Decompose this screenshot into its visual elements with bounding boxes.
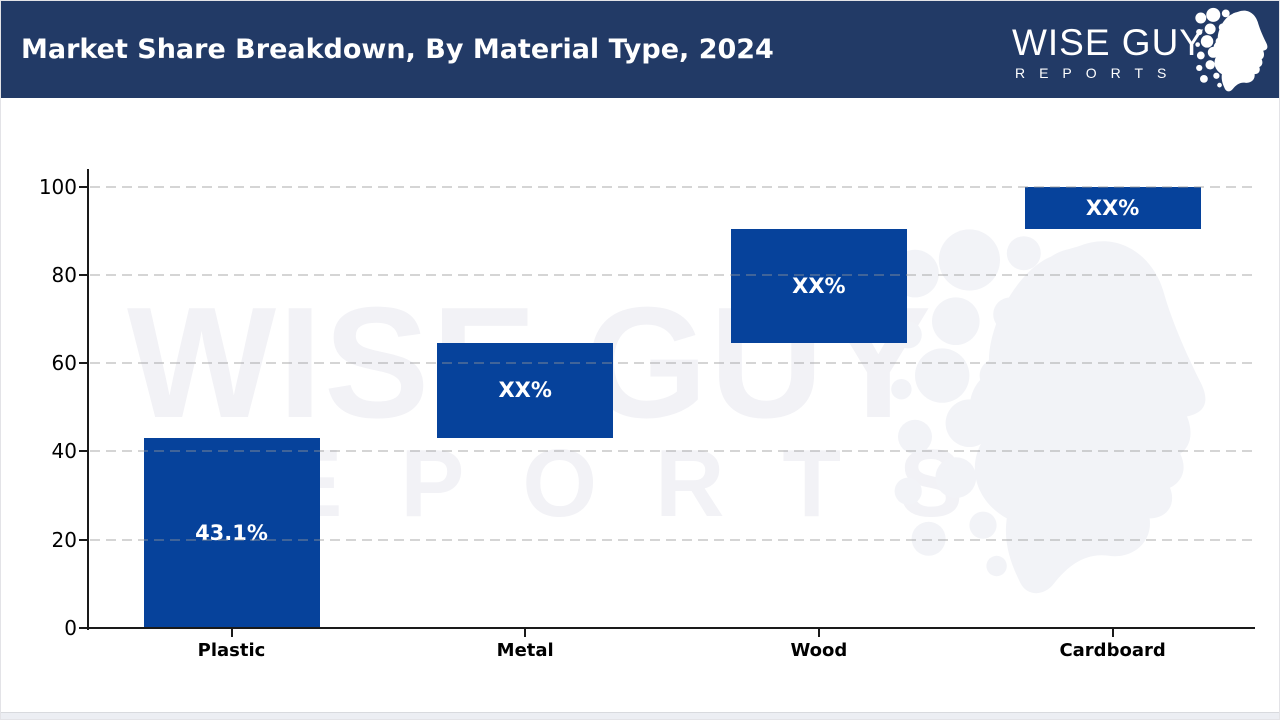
y-axis-tick-label: 20 [51,527,77,552]
chart-title: Market Share Breakdown, By Material Type… [21,34,774,65]
x-axis-category-label: Cardboard [1059,640,1166,661]
gridline-40 [90,450,1254,453]
bar-plastic: 43.1% [143,437,320,628]
y-axis-tick-label: 80 [51,262,77,287]
gridline-80 [90,273,1254,276]
bar-value-label: XX% [792,274,846,299]
x-axis-tick [817,629,820,637]
x-axis-line [87,627,1255,629]
footer-strip [1,712,1279,719]
y-axis-tick-label: 0 [64,616,77,640]
gridline-20 [90,538,1254,541]
x-axis-tick [1111,629,1114,637]
y-axis-tick [79,627,88,629]
y-axis-tick [79,273,88,276]
bar-cardboard: XX% [1024,186,1201,230]
x-axis-category-label: Wood [790,640,848,661]
bar-wood: XX% [730,229,907,344]
header-bar: Market Share Breakdown, By Material Type… [1,1,1279,98]
x-axis-tick [524,629,527,637]
x-axis-category-label: Metal [496,640,554,661]
gridline-60 [90,362,1254,365]
bar-value-label: XX% [1085,195,1140,220]
y-axis-tick-label: 60 [51,351,77,376]
gridline-100 [90,185,1254,188]
logo-text: WISE GUY REPORTS [1011,21,1205,81]
x-axis-category-label: Plastic [197,640,266,661]
logo-subtitle: REPORTS [1014,64,1181,81]
wise-guy-reports-logo: WISE GUY REPORTS [1012,5,1271,95]
bar-value-label: 43.1% [195,520,268,545]
y-axis-tick [79,538,88,541]
bar-value-label: XX% [498,378,552,403]
y-axis-tick [79,185,88,188]
y-axis-tick [79,362,88,365]
y-axis-tick-label: 100 [38,174,77,199]
bar-metal: XX% [437,343,614,438]
x-axis-tick [230,629,233,637]
y-axis-tick-label: 40 [51,439,77,464]
wise-guy-face-icon [1195,7,1268,92]
logo-wordmark: WISE GUY [1011,21,1205,63]
y-axis-line [87,169,89,630]
y-axis-tick [79,450,88,453]
